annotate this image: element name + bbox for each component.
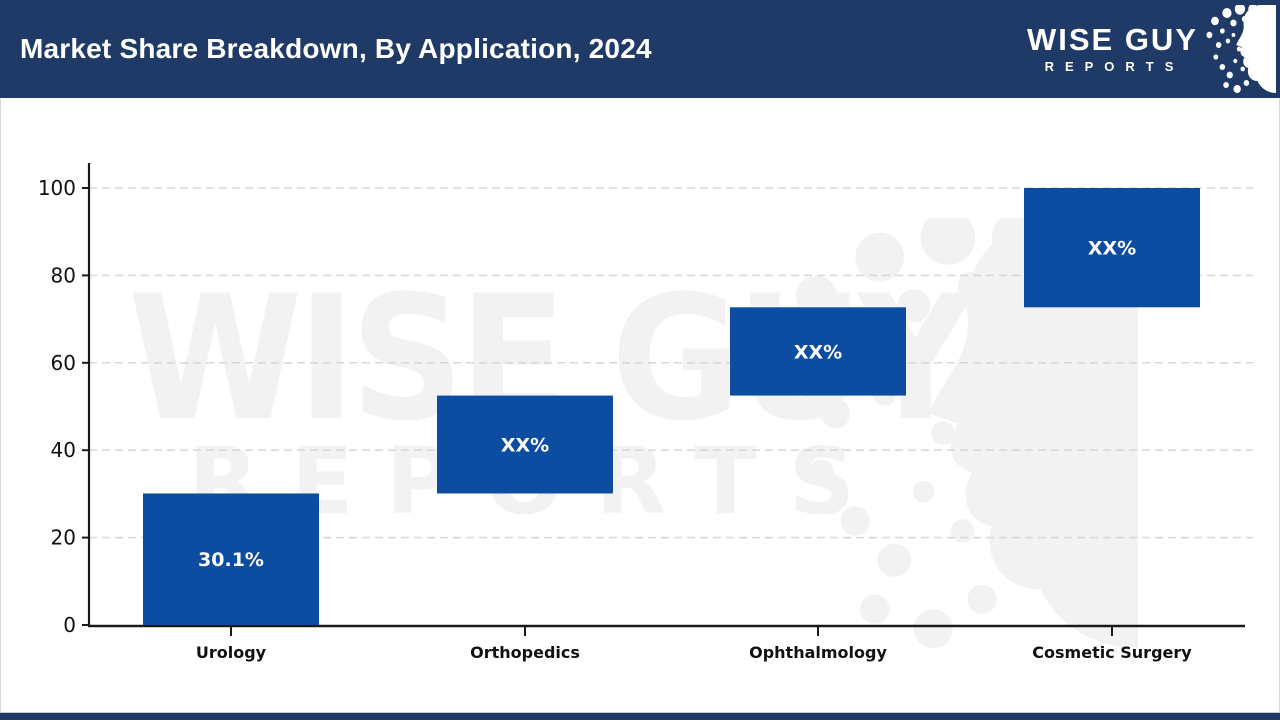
bar-value-label: XX% xyxy=(1088,238,1136,260)
x-category-label: Orthopedics xyxy=(470,643,580,662)
logo-subtitle: REPORTS xyxy=(1044,59,1185,74)
bar-segment xyxy=(1024,188,1200,308)
y-tick-label-20: 20 xyxy=(51,526,76,550)
bar-value-label: XX% xyxy=(794,341,842,363)
bar-segment xyxy=(437,395,613,494)
footer-bar xyxy=(0,712,1280,720)
chart-title: Market Share Breakdown, By Application, … xyxy=(20,33,652,64)
bar-value-label: XX% xyxy=(501,435,549,457)
logo-head-icon xyxy=(1206,5,1276,93)
logo-wordmark: WISE GUY xyxy=(1026,22,1198,57)
y-tick-label-60: 60 xyxy=(51,351,76,375)
x-category-label: Cosmetic Surgery xyxy=(1032,643,1192,662)
y-tick-label-100: 100 xyxy=(38,176,76,200)
y-tick-label-80: 80 xyxy=(51,263,76,287)
header-bar: Market Share Breakdown, By Application, … xyxy=(0,0,1280,98)
chart-canvas: 0 20 40 60 80 100 Urology Orthopedics Ophthalmol… xyxy=(0,98,1280,712)
bar-value-label: 30.1% xyxy=(198,549,264,571)
bar-segment xyxy=(143,493,319,625)
bar-segment xyxy=(730,307,906,396)
y-tick-label-40: 40 xyxy=(51,438,76,462)
x-category-label: Ophthalmology xyxy=(749,643,887,662)
waterfall-chart: 0 20 40 60 80 100 Urology Orthopedics Ophthalmol… xyxy=(38,163,1253,662)
x-category-label: Urology xyxy=(196,643,267,662)
wise-guy-reports-logo: WISE GUY REPORTS xyxy=(1027,3,1276,95)
y-tick-label-0: 0 xyxy=(63,613,76,637)
